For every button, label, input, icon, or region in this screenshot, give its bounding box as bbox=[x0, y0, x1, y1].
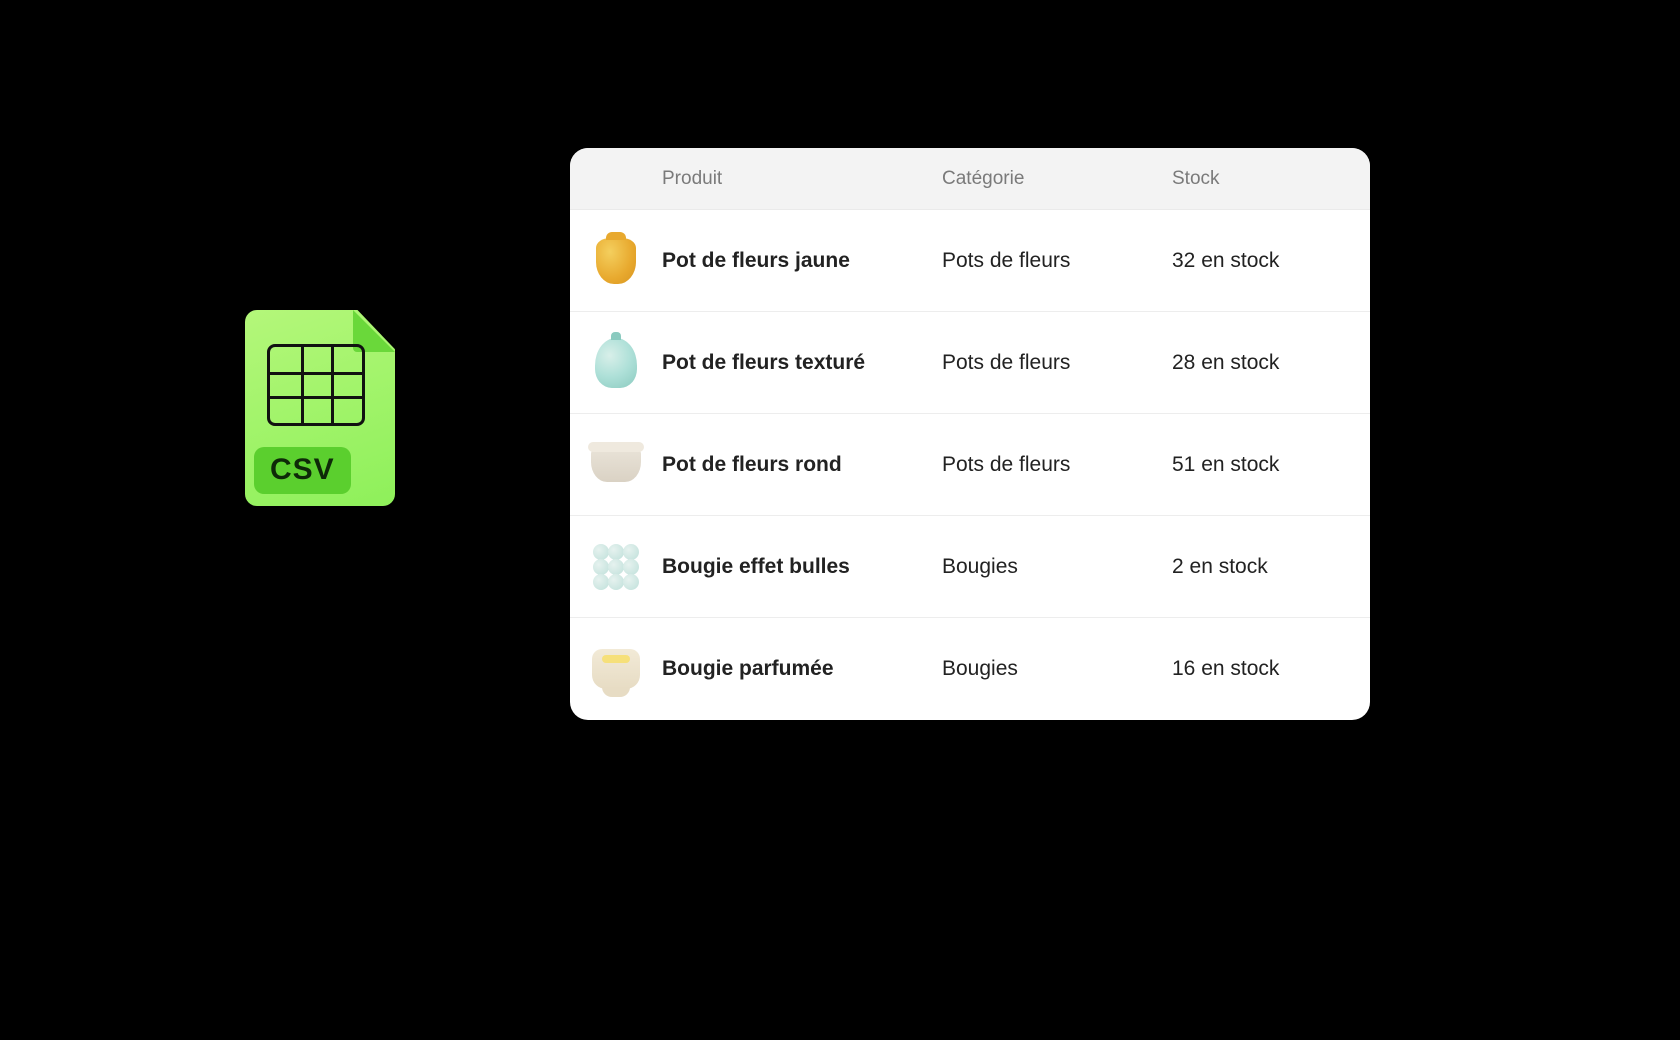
table-row[interactable]: Bougie effet bulles Bougies 2 en stock bbox=[570, 516, 1370, 618]
product-stock: 51 en stock bbox=[1172, 453, 1370, 477]
vase-teal-icon bbox=[587, 334, 645, 392]
bubble-candle-icon bbox=[587, 538, 645, 596]
column-header-stock: Stock bbox=[1172, 168, 1370, 190]
column-header-categorie: Catégorie bbox=[942, 168, 1172, 190]
product-stock: 28 en stock bbox=[1172, 351, 1370, 375]
product-stock: 2 en stock bbox=[1172, 555, 1370, 579]
product-stock: 16 en stock bbox=[1172, 657, 1370, 681]
product-thumbnail bbox=[570, 640, 662, 698]
candle-jar-icon bbox=[587, 640, 645, 698]
product-name: Bougie effet bulles bbox=[662, 555, 942, 579]
pot-beige-icon bbox=[587, 436, 645, 494]
product-thumbnail bbox=[570, 334, 662, 392]
product-category: Bougies bbox=[942, 555, 1172, 579]
product-table-card: Produit Catégorie Stock Pot de fleurs ja… bbox=[570, 148, 1370, 720]
product-name: Pot de fleurs rond bbox=[662, 453, 942, 477]
table-row[interactable]: Bougie parfumée Bougies 16 en stock bbox=[570, 618, 1370, 720]
csv-badge-label: CSV bbox=[254, 447, 351, 494]
table-row[interactable]: Pot de fleurs texturé Pots de fleurs 28 … bbox=[570, 312, 1370, 414]
product-thumbnail bbox=[570, 232, 662, 290]
csv-file-icon: CSV bbox=[240, 310, 400, 520]
table-row[interactable]: Pot de fleurs rond Pots de fleurs 51 en … bbox=[570, 414, 1370, 516]
csv-grid-icon bbox=[267, 344, 365, 426]
product-category: Pots de fleurs bbox=[942, 351, 1172, 375]
column-header-produit: Produit bbox=[662, 168, 942, 190]
table-row[interactable]: Pot de fleurs jaune Pots de fleurs 32 en… bbox=[570, 210, 1370, 312]
vase-yellow-icon bbox=[587, 232, 645, 290]
product-thumbnail bbox=[570, 538, 662, 596]
product-name: Pot de fleurs texturé bbox=[662, 351, 942, 375]
product-category: Pots de fleurs bbox=[942, 453, 1172, 477]
product-name: Pot de fleurs jaune bbox=[662, 249, 942, 273]
product-thumbnail bbox=[570, 436, 662, 494]
product-category: Bougies bbox=[942, 657, 1172, 681]
product-stock: 32 en stock bbox=[1172, 249, 1370, 273]
product-name: Bougie parfumée bbox=[662, 657, 942, 681]
product-category: Pots de fleurs bbox=[942, 249, 1172, 273]
table-header-row: Produit Catégorie Stock bbox=[570, 148, 1370, 210]
